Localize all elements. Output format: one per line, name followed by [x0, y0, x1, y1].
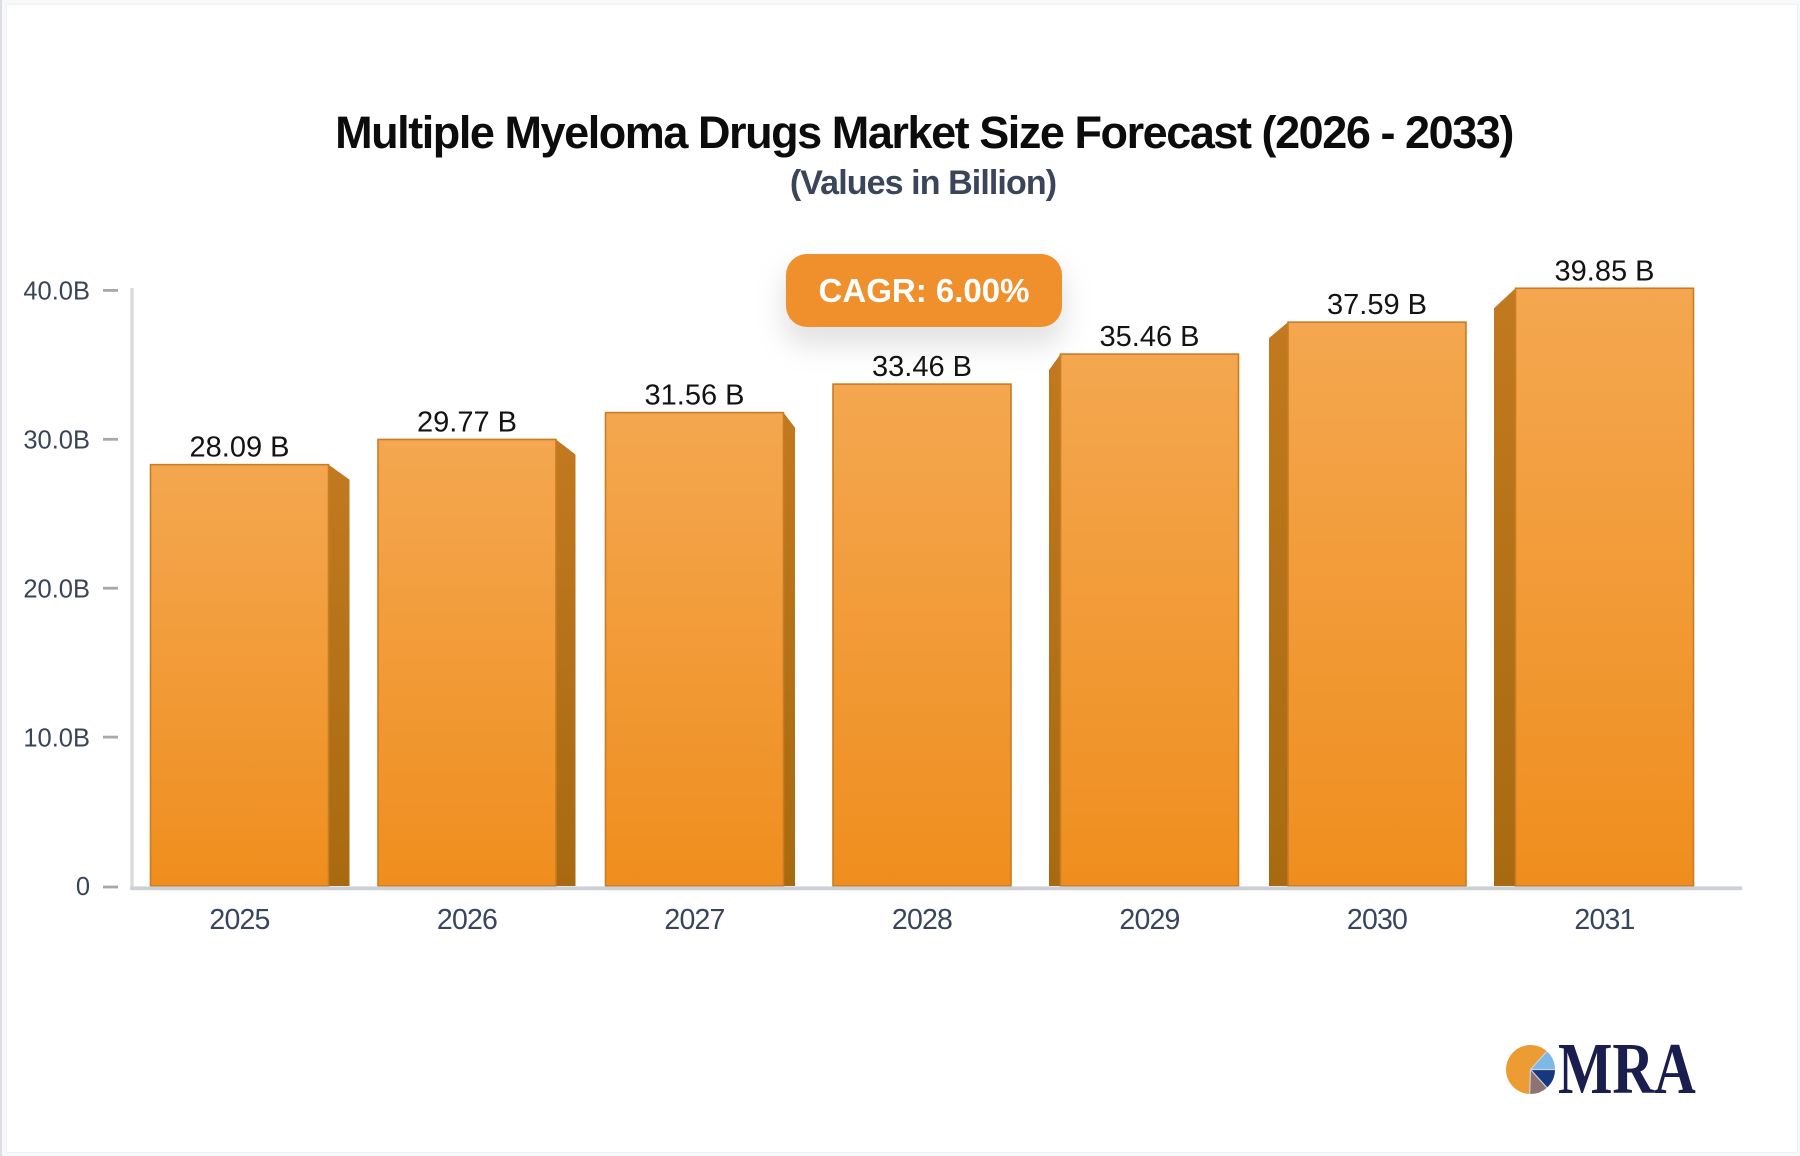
- svg-text:2026: 2026: [437, 904, 497, 936]
- svg-text:2030: 2030: [1347, 904, 1407, 936]
- svg-text:2031: 2031: [1574, 904, 1634, 936]
- svg-text:31.56 B: 31.56 B: [645, 380, 745, 412]
- svg-text:0: 0: [76, 873, 90, 901]
- svg-text:2027: 2027: [664, 904, 724, 936]
- svg-text:33.46 B: 33.46 B: [872, 351, 972, 383]
- svg-text:39.85 B: 39.85 B: [1555, 255, 1655, 287]
- svg-text:20.0B: 20.0B: [23, 575, 90, 603]
- svg-text:2029: 2029: [1119, 904, 1179, 936]
- svg-text:2025: 2025: [209, 904, 269, 936]
- svg-text:37.59 B: 37.59 B: [1327, 289, 1427, 321]
- svg-text:2028: 2028: [892, 904, 952, 936]
- svg-text:28.09 B: 28.09 B: [190, 432, 290, 464]
- svg-text:40.0B: 40.0B: [23, 278, 90, 306]
- svg-text:10.0B: 10.0B: [23, 724, 90, 752]
- svg-text:35.46 B: 35.46 B: [1100, 321, 1200, 353]
- svg-text:30.0B: 30.0B: [23, 427, 90, 455]
- svg-text:29.77 B: 29.77 B: [417, 406, 517, 438]
